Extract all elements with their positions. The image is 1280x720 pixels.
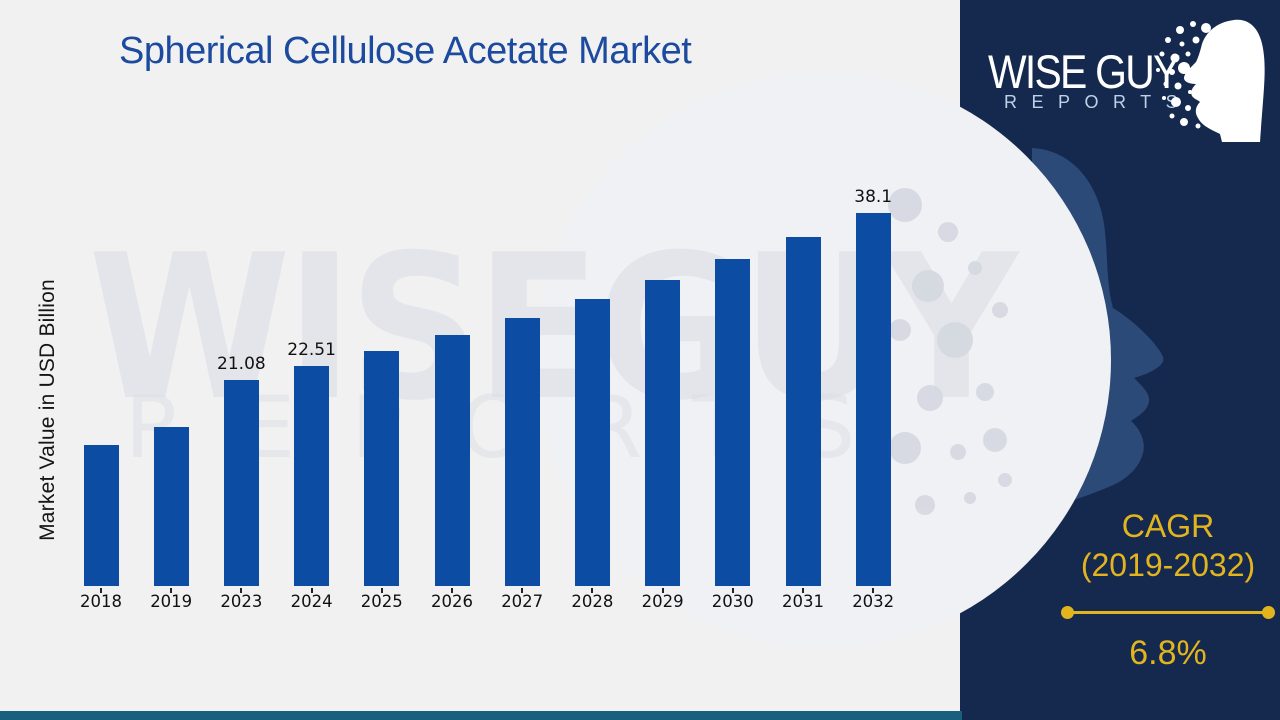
bar-2029 [645,280,681,586]
cagr-value: 6.8% [1129,633,1207,672]
bar-2018 [83,445,119,586]
x-axis-label-2029: 2029 [641,592,684,611]
bar-value-label-2032: 38.1 [854,187,893,207]
bar-2027 [504,318,540,586]
x-axis-label-2026: 2026 [431,592,473,611]
x-axis-label-2024: 2024 [290,592,333,611]
x-axis-tick [100,588,102,593]
bar-2031 [785,237,821,586]
x-axis-label-2031: 2031 [782,592,824,611]
x-axis-tick [802,588,804,593]
x-axis-label-2028: 2028 [571,592,614,611]
background-circle [535,72,1111,648]
bar-2032 [855,213,891,586]
bar-2025 [364,351,400,586]
x-axis-tick [451,588,453,593]
logo-subtitle: REPORTS [1004,92,1193,112]
x-axis-tick [872,588,875,593]
x-axis-tick [661,588,664,593]
x-axis-label-2018: 2018 [80,592,122,611]
page-title: Spherical Cellulose Acetate Market [119,30,692,72]
x-axis-tick [240,588,243,593]
x-axis-label-2023: 2023 [220,592,263,611]
x-axis-label-2032: 2032 [852,592,895,611]
y-axis-label: Market Value in USD Billion [36,279,59,541]
x-axis-tick [591,588,594,593]
cagr-block: CAGR (2019-2032) 6.8% [1061,508,1275,673]
bar-2030 [715,259,751,586]
x-axis-tick [731,588,734,593]
x-axis-tick [310,588,313,593]
x-axis-tick [380,588,383,593]
x-axis-label-2027: 2027 [501,592,544,611]
x-axis-label-2030: 2030 [711,592,754,611]
bar-value-label-2023: 21.08 [217,354,266,374]
bar-2026 [434,335,470,586]
logo-face-icon [1156,19,1265,142]
bar-value-label-2024: 22.51 [287,340,336,360]
x-axis-label-2019: 2019 [150,592,193,611]
x-axis-label-2025: 2025 [360,592,403,611]
bar-2028 [574,299,610,586]
cagr-label: CAGR [1121,508,1215,544]
logo-wordmark: WISE GUY [988,45,1180,98]
bar-2019 [153,427,189,586]
cagr-range: (2019-2032) [1080,546,1256,583]
x-axis-tick [521,588,524,593]
x-axis-tick [170,588,173,593]
bar-2023 [223,380,259,586]
cagr-divider-line [1061,605,1275,619]
footer-accent-bar [0,711,962,720]
bar-2024 [294,366,330,586]
